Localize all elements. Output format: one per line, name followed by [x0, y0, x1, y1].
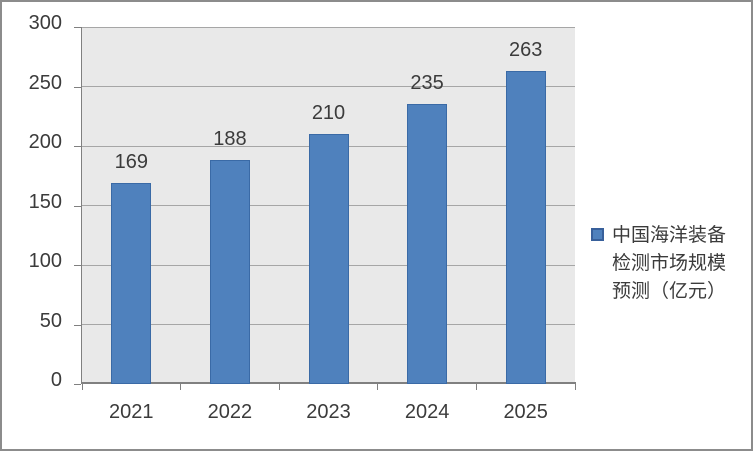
y-axis-line [81, 27, 82, 384]
x-axis-tick [475, 384, 477, 390]
bar-value-label: 235 [410, 72, 444, 95]
y-axis-tick [74, 27, 81, 28]
bar [505, 71, 546, 384]
x-axis-tick [81, 384, 83, 390]
y-axis-label: 250 [28, 71, 62, 94]
x-axis-label: 2021 [109, 401, 154, 423]
y-axis-label: 200 [28, 131, 62, 153]
y-axis-tick [74, 384, 81, 385]
legend: 中国海洋装备 检测市场规模 预测（亿元） [591, 222, 726, 306]
y-axis-label: 50 [39, 309, 62, 332]
y-axis-label: 100 [28, 250, 62, 272]
y-axis-tick [74, 265, 81, 266]
bar [308, 134, 349, 384]
y-axis-label: 300 [28, 12, 62, 34]
bar-value-label: 210 [311, 102, 346, 125]
bar-value-label: 188 [213, 128, 247, 151]
gridline [82, 26, 575, 28]
bar [407, 104, 448, 384]
gridline [82, 86, 575, 87]
y-axis-tick [74, 324, 81, 326]
x-axis-tick [180, 384, 182, 390]
x-axis-tick [377, 384, 379, 390]
bar [209, 160, 250, 384]
bar-value-label: 169 [114, 150, 148, 173]
x-axis-label: 2023 [306, 401, 351, 423]
x-axis-label: 2024 [404, 401, 450, 423]
y-axis-label: 0 [50, 369, 62, 391]
y-axis-tick [74, 205, 81, 207]
x-axis-tick [574, 384, 576, 390]
x-axis-label: 2022 [207, 401, 253, 423]
bar-value-label: 263 [509, 39, 543, 62]
legend-marker-icon [591, 228, 604, 241]
x-axis-tick [278, 384, 280, 390]
x-axis-label: 2025 [503, 401, 548, 423]
legend-label-line: 中国海洋装备 [612, 225, 727, 246]
y-axis-tick [74, 146, 81, 147]
y-axis-tick [74, 86, 81, 88]
legend-label-line: 检测市场规模 [612, 253, 727, 274]
bar [111, 182, 152, 384]
legend-label: 中国海洋装备 检测市场规模 预测（亿元） [612, 222, 726, 306]
y-axis-label: 150 [28, 190, 62, 213]
legend-label-line: 预测（亿元） [612, 281, 727, 302]
